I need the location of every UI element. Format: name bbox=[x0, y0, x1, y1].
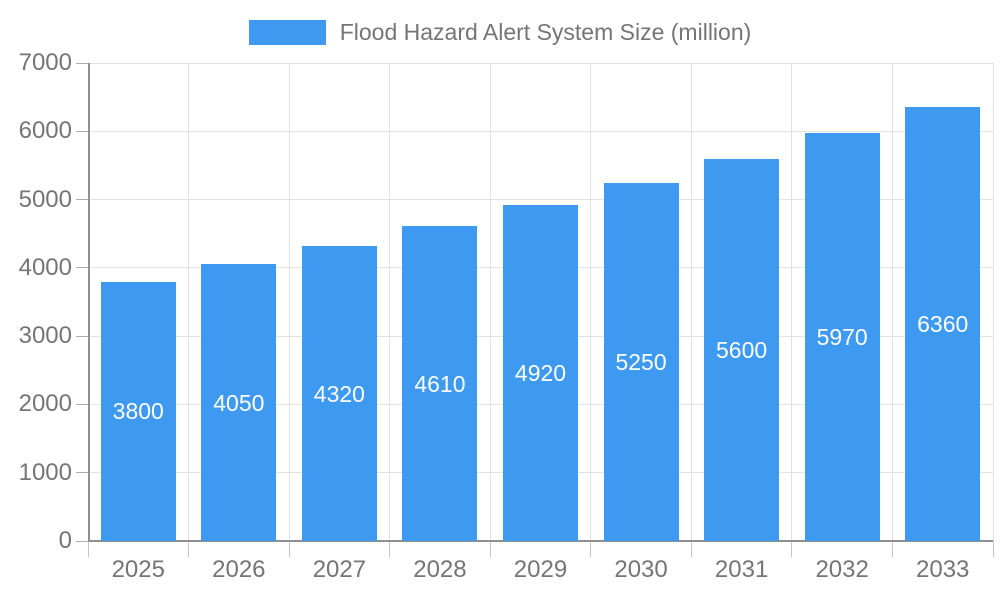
x-tick-label: 2033 bbox=[916, 556, 970, 583]
bar bbox=[603, 182, 679, 541]
plot-area: 3800 4050 4320 4610 4920 5250 5600 5970 6360 bbox=[76, 62, 994, 557]
x-tick-mark bbox=[288, 541, 290, 557]
bar bbox=[503, 205, 578, 541]
x-tick-mark bbox=[389, 541, 391, 557]
y-tick-label: 7000 bbox=[18, 49, 72, 76]
bar-value-label: 4610 bbox=[414, 370, 466, 397]
x-tick-label: 2025 bbox=[111, 556, 165, 583]
v-gridline bbox=[389, 63, 391, 541]
v-gridline bbox=[690, 63, 692, 541]
bar bbox=[804, 133, 880, 541]
y-tick-mark bbox=[76, 199, 88, 201]
y-tick-label: 6000 bbox=[18, 117, 72, 145]
h-gridline bbox=[88, 62, 993, 64]
v-gridline bbox=[489, 63, 491, 541]
x-tick-mark bbox=[188, 541, 190, 557]
x-tick-label: 2027 bbox=[312, 556, 367, 583]
bar bbox=[301, 246, 377, 541]
x-tick-label: 2032 bbox=[815, 556, 869, 583]
x-axis-line bbox=[88, 540, 993, 542]
y-tick-mark bbox=[76, 335, 88, 337]
v-gridline bbox=[791, 63, 793, 541]
bar-value-label: 4920 bbox=[514, 360, 567, 387]
v-gridline bbox=[590, 63, 592, 541]
bar-value-label: 4320 bbox=[313, 380, 365, 407]
y-axis-line bbox=[88, 63, 90, 541]
bar bbox=[402, 226, 478, 541]
v-gridline bbox=[288, 63, 290, 541]
bar bbox=[201, 264, 277, 541]
v-gridline bbox=[891, 63, 893, 541]
y-tick-label: 2000 bbox=[18, 390, 72, 418]
v-gridline bbox=[188, 63, 190, 541]
y-tick-mark bbox=[76, 472, 88, 474]
x-tick-label: 2028 bbox=[413, 556, 467, 583]
y-tick-label: 5000 bbox=[18, 185, 72, 213]
y-tick-mark bbox=[76, 267, 88, 269]
bar bbox=[100, 281, 176, 541]
bar-value-label: 5970 bbox=[816, 324, 868, 351]
bar-value-label: 4050 bbox=[213, 389, 265, 416]
y-tick-label: 3000 bbox=[18, 322, 72, 350]
x-tick-label: 2026 bbox=[212, 556, 266, 583]
x-tick-mark bbox=[87, 541, 89, 557]
bar bbox=[704, 158, 780, 541]
y-tick-label: 0 bbox=[58, 527, 72, 554]
bar-value-label: 5250 bbox=[615, 348, 667, 375]
x-tick-mark bbox=[992, 541, 994, 557]
h-gridline bbox=[88, 199, 993, 201]
y-tick-mark bbox=[76, 130, 88, 132]
y-tick-mark bbox=[76, 403, 88, 405]
legend: Flood Hazard Alert System Size (million) bbox=[0, 19, 1000, 45]
x-tick-mark bbox=[590, 541, 592, 557]
bar-value-label: 3800 bbox=[112, 398, 164, 425]
x-tick-mark bbox=[891, 541, 893, 557]
h-gridline bbox=[88, 130, 993, 132]
v-gridline bbox=[992, 63, 994, 541]
y-tick-mark bbox=[76, 540, 88, 542]
legend-swatch bbox=[248, 19, 326, 45]
x-tick-label: 2029 bbox=[513, 556, 568, 583]
x-tick-mark bbox=[489, 541, 491, 557]
bar-value-label: 6360 bbox=[917, 310, 969, 337]
bar-value-label: 5600 bbox=[716, 336, 768, 363]
x-tick-label: 2030 bbox=[614, 556, 668, 583]
y-tick-label: 4000 bbox=[18, 253, 72, 281]
x-tick-mark bbox=[690, 541, 692, 557]
y-tick-mark bbox=[76, 62, 88, 64]
legend-label: Flood Hazard Alert System Size (million) bbox=[339, 19, 752, 45]
x-tick-mark bbox=[791, 541, 793, 557]
bar bbox=[905, 106, 981, 541]
x-tick-label: 2031 bbox=[714, 556, 769, 583]
y-tick-label: 1000 bbox=[18, 458, 72, 486]
